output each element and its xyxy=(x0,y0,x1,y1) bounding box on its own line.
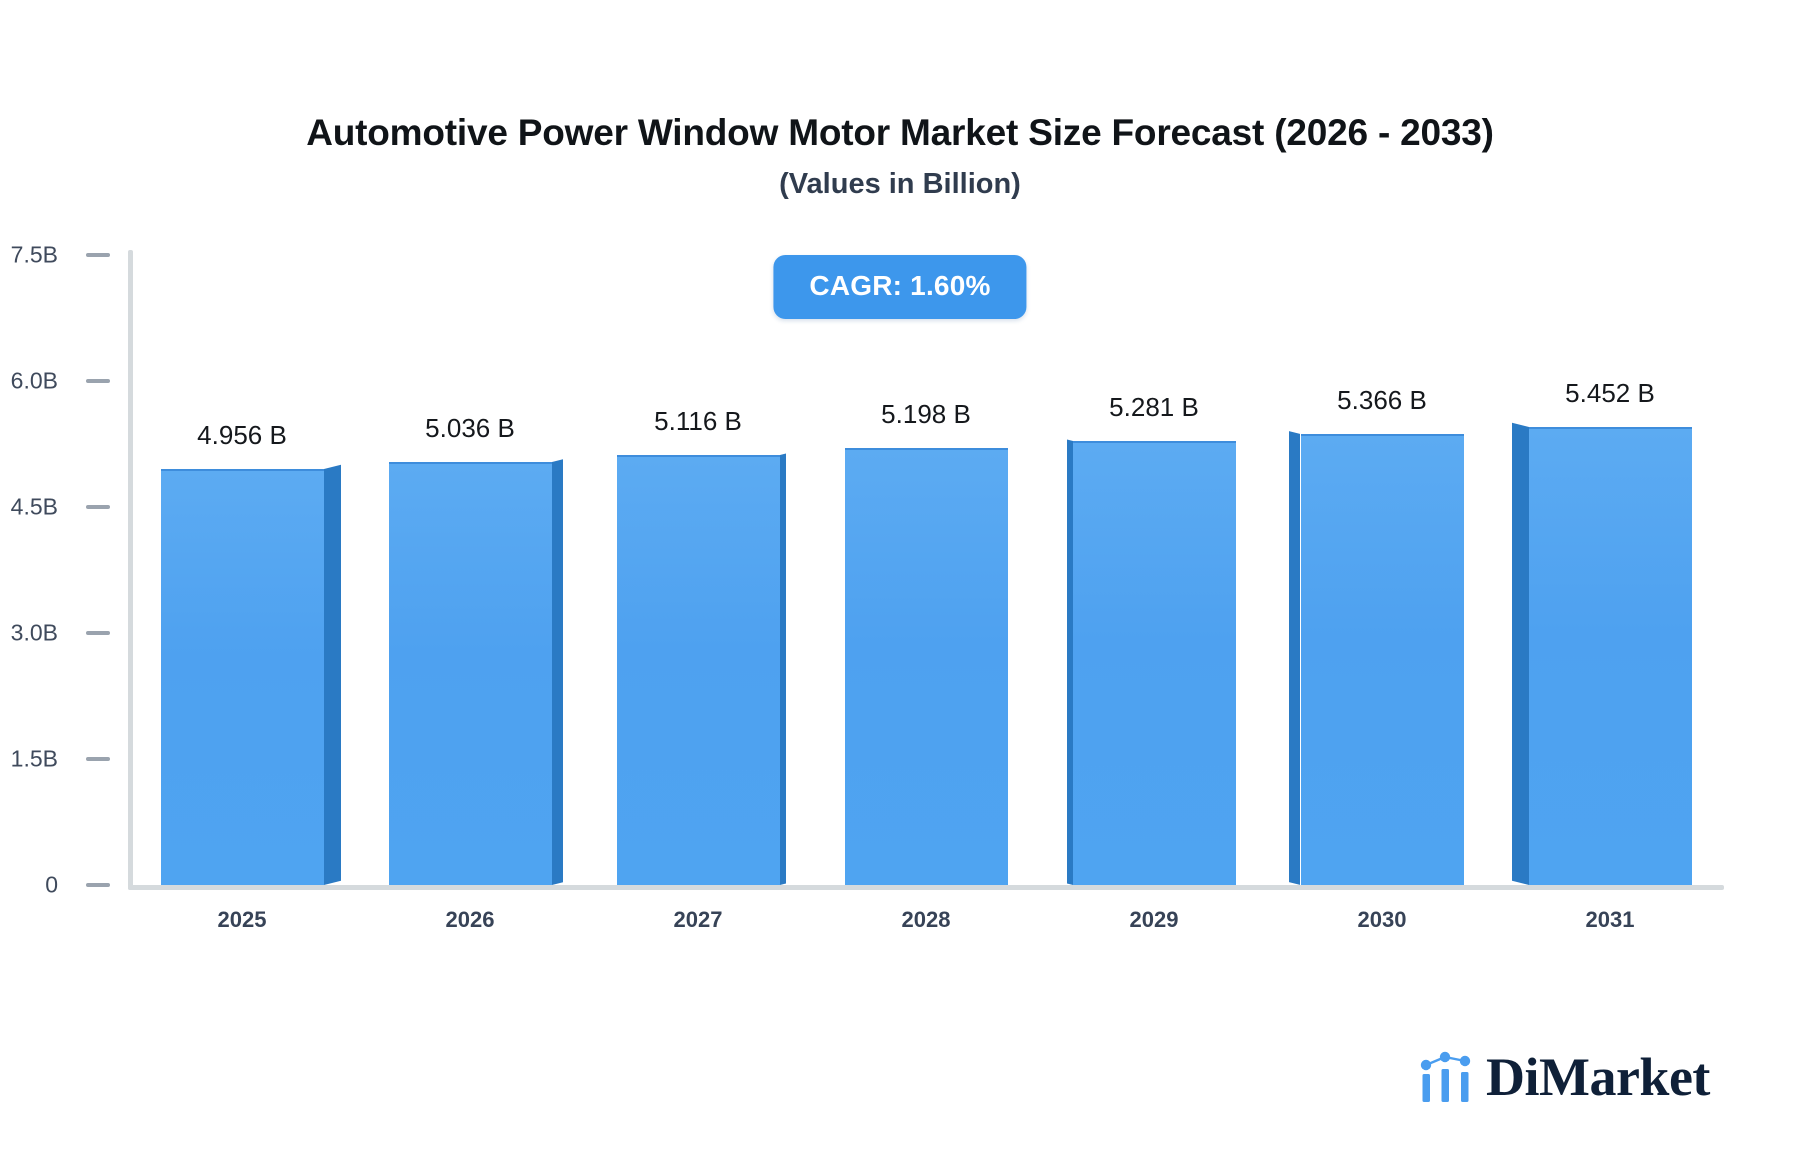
cagr-badge: CAGR: 1.60% xyxy=(773,255,1027,319)
y-axis-tick-mark xyxy=(86,379,110,383)
brand-logo: DiMarket xyxy=(1420,1050,1710,1104)
plot-area: 0 1.5B 3.0B 4.5B 6.0B 7.5B 4.956 B 5.036 B 5.11… xyxy=(11,242,1724,932)
bar-front-face xyxy=(616,455,780,885)
chart-title: Automotive Power Window Motor Market Siz… xyxy=(306,112,1494,153)
x-axis-tick-label: 2030 xyxy=(1357,907,1407,932)
bar-value-label: 5.366 B xyxy=(1337,385,1427,416)
bar-side-face xyxy=(551,459,563,885)
y-axis-tick-label: 7.5B xyxy=(10,241,58,268)
y-axis-tick-label: 0 xyxy=(45,871,58,898)
bar-front-face xyxy=(160,468,324,885)
chart-subtitle: (Values in Billion) xyxy=(779,168,1021,200)
x-axis-tick-label: 2026 xyxy=(445,907,495,932)
y-axis-tick-label: 4.5B xyxy=(10,493,58,520)
bar-front-face xyxy=(844,448,1008,885)
bar-front-face xyxy=(388,461,552,885)
y-axis-tick-mark xyxy=(86,631,110,635)
y-axis-tick-mark xyxy=(86,253,110,257)
x-axis-tick-label: 2029 xyxy=(1129,907,1179,932)
bar-value-label: 4.956 B xyxy=(197,419,287,450)
y-axis-tick-label: 1.5B xyxy=(10,745,58,772)
y-axis-tick-mark xyxy=(86,505,110,509)
bar-2027[interactable]: 5.116 B xyxy=(616,406,786,885)
bar-value-label: 5.198 B xyxy=(881,399,971,430)
x-axis-tick-label: 2028 xyxy=(901,907,951,932)
bar-front-face xyxy=(1300,434,1464,885)
bar-value-label: 5.036 B xyxy=(425,412,515,443)
bar-side-face xyxy=(1511,422,1529,885)
bar-side-face xyxy=(779,453,786,885)
x-axis-tick-label: 2025 xyxy=(217,907,267,932)
y-axis-tick-mark xyxy=(86,757,110,761)
y-axis-tick-label: 6.0B xyxy=(10,367,58,394)
bar-side-face xyxy=(1289,431,1301,885)
bar-2031[interactable]: 5.452 B xyxy=(1511,378,1692,885)
x-axis-line xyxy=(128,885,1724,890)
bar-value-label: 5.452 B xyxy=(1565,378,1655,409)
bar-2029[interactable]: 5.281 B xyxy=(1066,392,1236,885)
bar-2028[interactable]: 5.198 B xyxy=(844,399,1008,885)
bar-front-face xyxy=(1072,441,1236,885)
y-axis-tick-mark xyxy=(86,883,110,887)
bar-side-face xyxy=(323,464,341,885)
x-axis-tick-label: 2027 xyxy=(673,907,723,932)
bar-front-face xyxy=(1528,427,1692,885)
y-axis-tick-label: 3.0B xyxy=(10,619,58,646)
bar-2025[interactable]: 4.956 B xyxy=(160,420,341,885)
bar-2030[interactable]: 5.366 B xyxy=(1289,385,1464,885)
x-axis-tick-label: 2031 xyxy=(1585,907,1635,932)
y-axis-line xyxy=(128,250,133,890)
bar-value-label: 5.281 B xyxy=(1109,392,1199,423)
bar-value-label: 5.116 B xyxy=(654,406,742,437)
brand-wordmark: DiMarket xyxy=(1486,1047,1710,1107)
bar-2026[interactable]: 5.036 B xyxy=(388,413,563,885)
bar-chart-icon xyxy=(1420,1051,1471,1102)
